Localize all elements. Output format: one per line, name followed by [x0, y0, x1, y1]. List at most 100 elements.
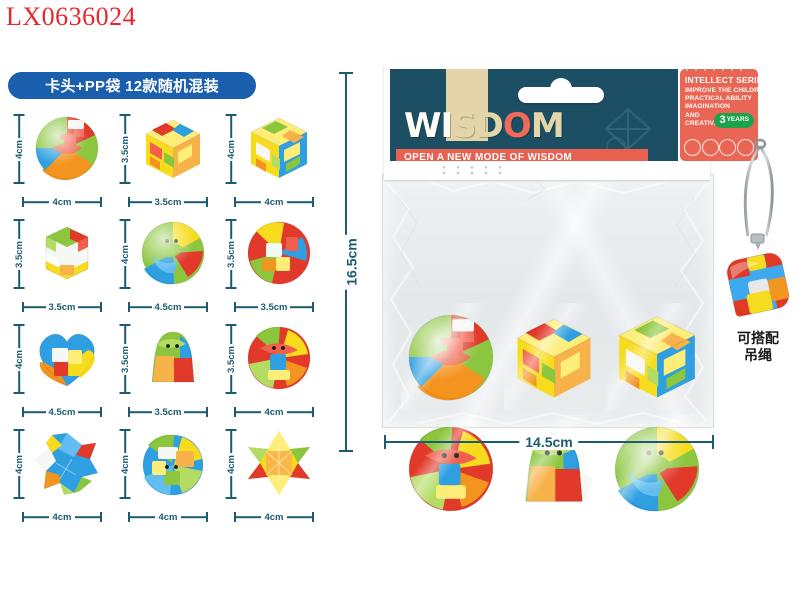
specimen-width-ruler: 4cm [234, 196, 314, 208]
ruler-cap-bottom [119, 182, 131, 184]
brand-letter-m: M [530, 106, 565, 146]
brand-letter-d: D [475, 106, 504, 146]
toy-car-icon [701, 139, 719, 156]
ruler-cap-top [13, 114, 25, 116]
specimen-width-label: 4cm [49, 511, 75, 523]
specimen-height-ruler: 3.5cm [12, 219, 26, 289]
ruler-cap-top [339, 72, 353, 74]
specimen-height-ruler: 3.5cm [118, 324, 132, 394]
ruler-cap-left [22, 197, 24, 207]
euro-hang-slot [518, 87, 604, 103]
ruler-cap-left [128, 302, 130, 312]
specimen-width-ruler: 4cm [234, 511, 314, 523]
pack-cube-blue [617, 315, 697, 398]
specimen-height-label: 4cm [224, 452, 238, 476]
puzzle-cube-yellow-blue [242, 112, 316, 184]
specimen-height-ruler: 3.5cm [118, 114, 132, 184]
specimen-width-ruler: 3.5cm [234, 301, 314, 313]
specimen-width-ruler: 4cm [128, 511, 208, 523]
ruler-cap-right [100, 407, 102, 417]
intellect-panel-title: INTELLECT SERIES [685, 75, 758, 85]
ruler-cap-bottom [225, 497, 237, 499]
age-badge-number: 3 [719, 114, 726, 126]
keychain-label-line1: 可搭配 [737, 330, 779, 346]
packaging-banner: 卡头+PP袋 12款随机混装 [8, 72, 256, 99]
specimen-width-label: 4.5cm [151, 301, 185, 313]
specimen-width-ruler: 3.5cm [128, 196, 208, 208]
package-width-label: 14.5cm [519, 434, 579, 450]
specimen-height-label: 4cm [12, 347, 26, 371]
ruler-cap-bottom [339, 450, 353, 452]
package-height-ruler: 16.5cm [336, 72, 363, 452]
ruler-cap-left [234, 197, 236, 207]
ruler-cap-left [128, 197, 130, 207]
brand-letter-i: I [440, 106, 454, 146]
brand-letter-w: W [404, 106, 442, 146]
keychain-accessory: 可搭配 吊绳 [716, 132, 800, 382]
puzzle-ball-red-blue [242, 217, 316, 289]
specimen-height-ruler: 4cm [224, 429, 238, 499]
brand-tagline: OPEN A NEW MODE OF WISDOM [404, 152, 573, 161]
specimen-height-label: 3.5cm [118, 133, 132, 165]
specimen-height-label: 4cm [118, 242, 132, 266]
ruler-cap-left [22, 407, 24, 417]
ruler-cap-bottom [13, 287, 25, 289]
intellect-panel: INTELLECT SERIES IMPROVE THE CHILDREN'SP… [680, 69, 758, 161]
specimen-cell: 4cm 4cm [4, 106, 110, 211]
puzzle-ball-red-face [242, 322, 316, 394]
specimen-width-ruler: 4.5cm [128, 301, 208, 313]
ruler-cap-top [119, 429, 131, 431]
specimen-cell: 4cm 4cm [110, 421, 216, 526]
ruler-cap-right [206, 512, 208, 522]
specimen-height-ruler: 4cm [118, 429, 132, 499]
ruler-cap-right [100, 302, 102, 312]
pack-ball-red [401, 303, 501, 411]
dot-pattern-right [686, 69, 742, 71]
specimen-width-label: 3.5cm [257, 301, 291, 313]
specimen-width-label: 4cm [261, 406, 287, 418]
specimen-height-ruler: 4cm [224, 114, 238, 184]
feature-icon-row [684, 139, 754, 156]
keychain-label-line2: 吊绳 [744, 347, 772, 363]
puzzle-ball-red-green [30, 112, 104, 184]
ruler-cap-bottom [13, 182, 25, 184]
brand-tagline-strip: OPEN A NEW MODE OF WISDOM [396, 149, 648, 161]
specimen-width-ruler: 4cm [22, 511, 102, 523]
specimen-width-ruler: 4.5cm [22, 406, 102, 418]
ruler-cap-left [234, 512, 236, 522]
specimen-width-label: 3.5cm [151, 406, 185, 418]
pp-bag [382, 174, 714, 523]
puzzle-cube-yellow-red [136, 112, 210, 184]
puzzle-ball-red-green [35, 116, 99, 181]
intellect-panel-line: CREATIVITY [685, 119, 725, 127]
specimen-height-ruler: 4cm [12, 429, 26, 499]
ruler-cap-top [119, 114, 131, 116]
specimen-height-label: 3.5cm [224, 238, 238, 270]
puzzle-barrel-white [30, 217, 104, 289]
ruler-cap-right [100, 512, 102, 522]
specimen-width-label: 4cm [49, 196, 75, 208]
puzzle-cube-yellow-red [144, 119, 202, 178]
package-contents [401, 303, 707, 525]
puzzle-ball-orange-face [136, 427, 210, 499]
puzzle-star-yellow [242, 427, 316, 499]
ruler-cap-top [225, 219, 237, 221]
puzzle-ball-red-blue [247, 221, 311, 285]
specimen-width-label: 4cm [155, 511, 181, 523]
specimen-cell: 4cm 4cm [216, 106, 322, 211]
ruler-cap-top [225, 324, 237, 326]
ruler-cap-bottom [13, 392, 25, 394]
pack-cube-yellow [504, 303, 604, 411]
specimen-width-ruler: 4cm [22, 196, 102, 208]
specimen-width-label: 3.5cm [151, 196, 185, 208]
puzzle-star-yellow [248, 431, 310, 495]
intellect-panel-line: PRACTICAL ABILITY [685, 95, 752, 103]
specimen-cell: 4cm 4cm [216, 421, 322, 526]
ruler-cap-right [312, 302, 314, 312]
specimen-height-label: 3.5cm [118, 343, 132, 375]
specimen-width-ruler: 4cm [234, 406, 314, 418]
specimen-height-ruler: 4cm [118, 219, 132, 289]
ruler-cap-left [22, 512, 24, 522]
specimen-width-label: 3.5cm [45, 301, 79, 313]
specimen-height-ruler: 3.5cm [224, 324, 238, 394]
